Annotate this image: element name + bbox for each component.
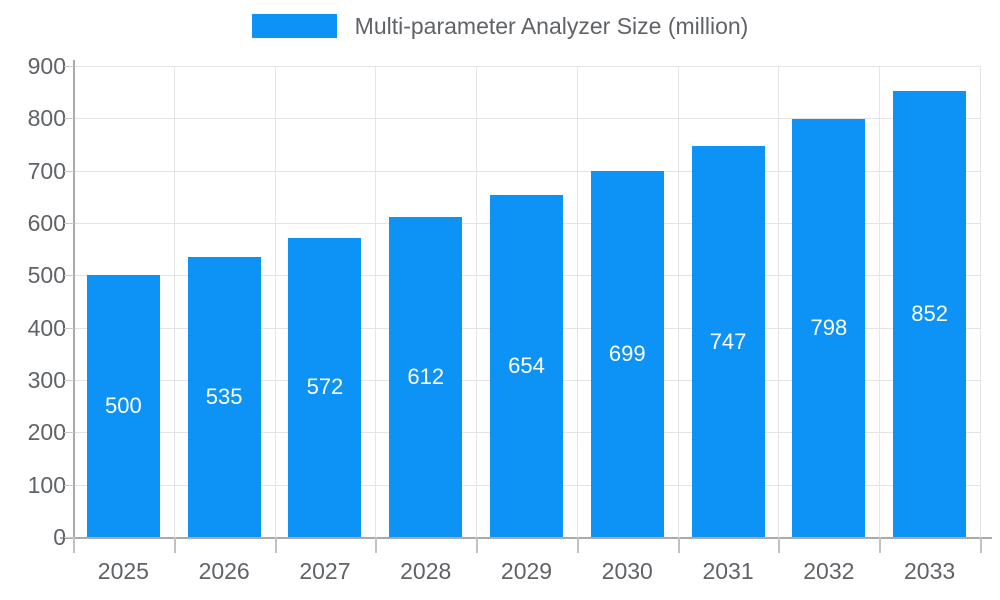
y-axis-tick-label: 600	[27, 210, 66, 236]
gridline-horizontal	[73, 66, 980, 67]
y-axis-tick-label: 700	[27, 157, 66, 184]
x-axis-tick	[778, 537, 780, 553]
y-axis-tick	[64, 223, 74, 224]
y-axis-tick-label: 800	[27, 105, 66, 132]
x-axis-tick-label: 2027	[299, 558, 351, 584]
x-axis-tick-label: 2031	[702, 558, 754, 584]
bar-value-label: 535	[205, 384, 243, 409]
legend-swatch-blue-icon	[251, 14, 337, 38]
x-axis-tick	[879, 537, 881, 553]
y-axis-tick-label: 200	[27, 419, 66, 446]
bar-value-label: 798	[810, 315, 848, 341]
x-axis-line	[60, 537, 992, 539]
y-axis-tick	[64, 118, 74, 120]
y-axis-tick-label: 0	[53, 524, 66, 550]
bar-value-label: 500	[105, 393, 142, 419]
bar-value-label: 699	[608, 341, 646, 367]
y-axis-tick-label: 300	[27, 367, 66, 393]
bar-value-label: 572	[306, 374, 344, 400]
y-axis-tick	[64, 327, 74, 329]
gridline-vertical	[879, 66, 880, 537]
y-axis-tick-labels: 0 100 200 300 400 500 600 700 800 900	[0, 0, 66, 600]
x-axis-tick	[375, 537, 377, 553]
x-axis-tick-label: 2026	[198, 558, 250, 584]
gridline-vertical	[678, 66, 679, 537]
y-axis-tick-label: 900	[27, 53, 66, 79]
bar[interactable]	[86, 275, 160, 537]
x-axis-tick-label: 2032	[803, 558, 855, 584]
x-axis-tick-label: 2033	[904, 558, 956, 584]
y-axis-tick	[64, 537, 74, 538]
bar[interactable]	[590, 171, 664, 537]
y-axis-tick-label: 100	[27, 471, 66, 498]
bar-value-label: 654	[508, 352, 545, 378]
bar-value-label: 612	[407, 363, 445, 389]
y-axis-tick	[64, 380, 74, 381]
chart-legend: Multi-parameter Analyzer Size (million)	[0, 0, 1000, 52]
gridline-horizontal	[73, 118, 980, 120]
y-axis-tick	[64, 66, 74, 67]
x-axis-tick-label: 2029	[500, 558, 553, 584]
y-axis-tick	[64, 275, 74, 277]
gridline-vertical	[577, 66, 578, 537]
gridline-vertical	[778, 66, 779, 537]
bar[interactable]	[792, 119, 866, 537]
gridline-vertical	[375, 66, 376, 537]
y-axis-line	[73, 60, 75, 549]
x-axis-tick	[577, 537, 579, 553]
gridline-vertical	[980, 66, 981, 537]
gridline-vertical	[476, 66, 477, 537]
bar[interactable]	[389, 216, 463, 537]
bar-value-label: 747	[709, 328, 747, 354]
x-axis-tick-label: 2030	[601, 558, 653, 584]
x-axis-tick	[174, 537, 176, 553]
x-axis-tick	[73, 537, 75, 553]
y-axis-tick	[64, 170, 74, 172]
x-axis-tick	[678, 537, 680, 553]
y-axis-tick-label: 500	[27, 262, 66, 289]
gridline-vertical	[174, 66, 175, 537]
x-axis-tick-label: 2025	[97, 558, 149, 584]
x-axis-tick	[476, 537, 478, 553]
gridline-vertical	[275, 66, 276, 537]
y-axis-tick	[64, 432, 74, 434]
y-axis-tick-label: 400	[27, 314, 66, 341]
bar[interactable]	[691, 146, 765, 537]
gridline-horizontal	[73, 170, 980, 172]
bar[interactable]	[893, 91, 967, 537]
x-axis-tick	[275, 537, 277, 553]
bar-value-label: 852	[911, 301, 948, 327]
x-axis-tick-label: 2028	[400, 558, 452, 584]
bar[interactable]	[288, 237, 362, 537]
bar[interactable]	[489, 194, 564, 537]
bar[interactable]	[187, 257, 261, 537]
plot-area: 500 535 572 612 654 699 747 798 852	[73, 66, 981, 538]
legend-item-label: Multi-parameter Analyzer Size (million)	[354, 12, 749, 39]
legend-item-multi-parameter-analyzer-size[interactable]: Multi-parameter Analyzer Size (million)	[251, 12, 749, 39]
y-axis-tick	[64, 484, 74, 486]
x-axis-tick	[980, 537, 982, 553]
